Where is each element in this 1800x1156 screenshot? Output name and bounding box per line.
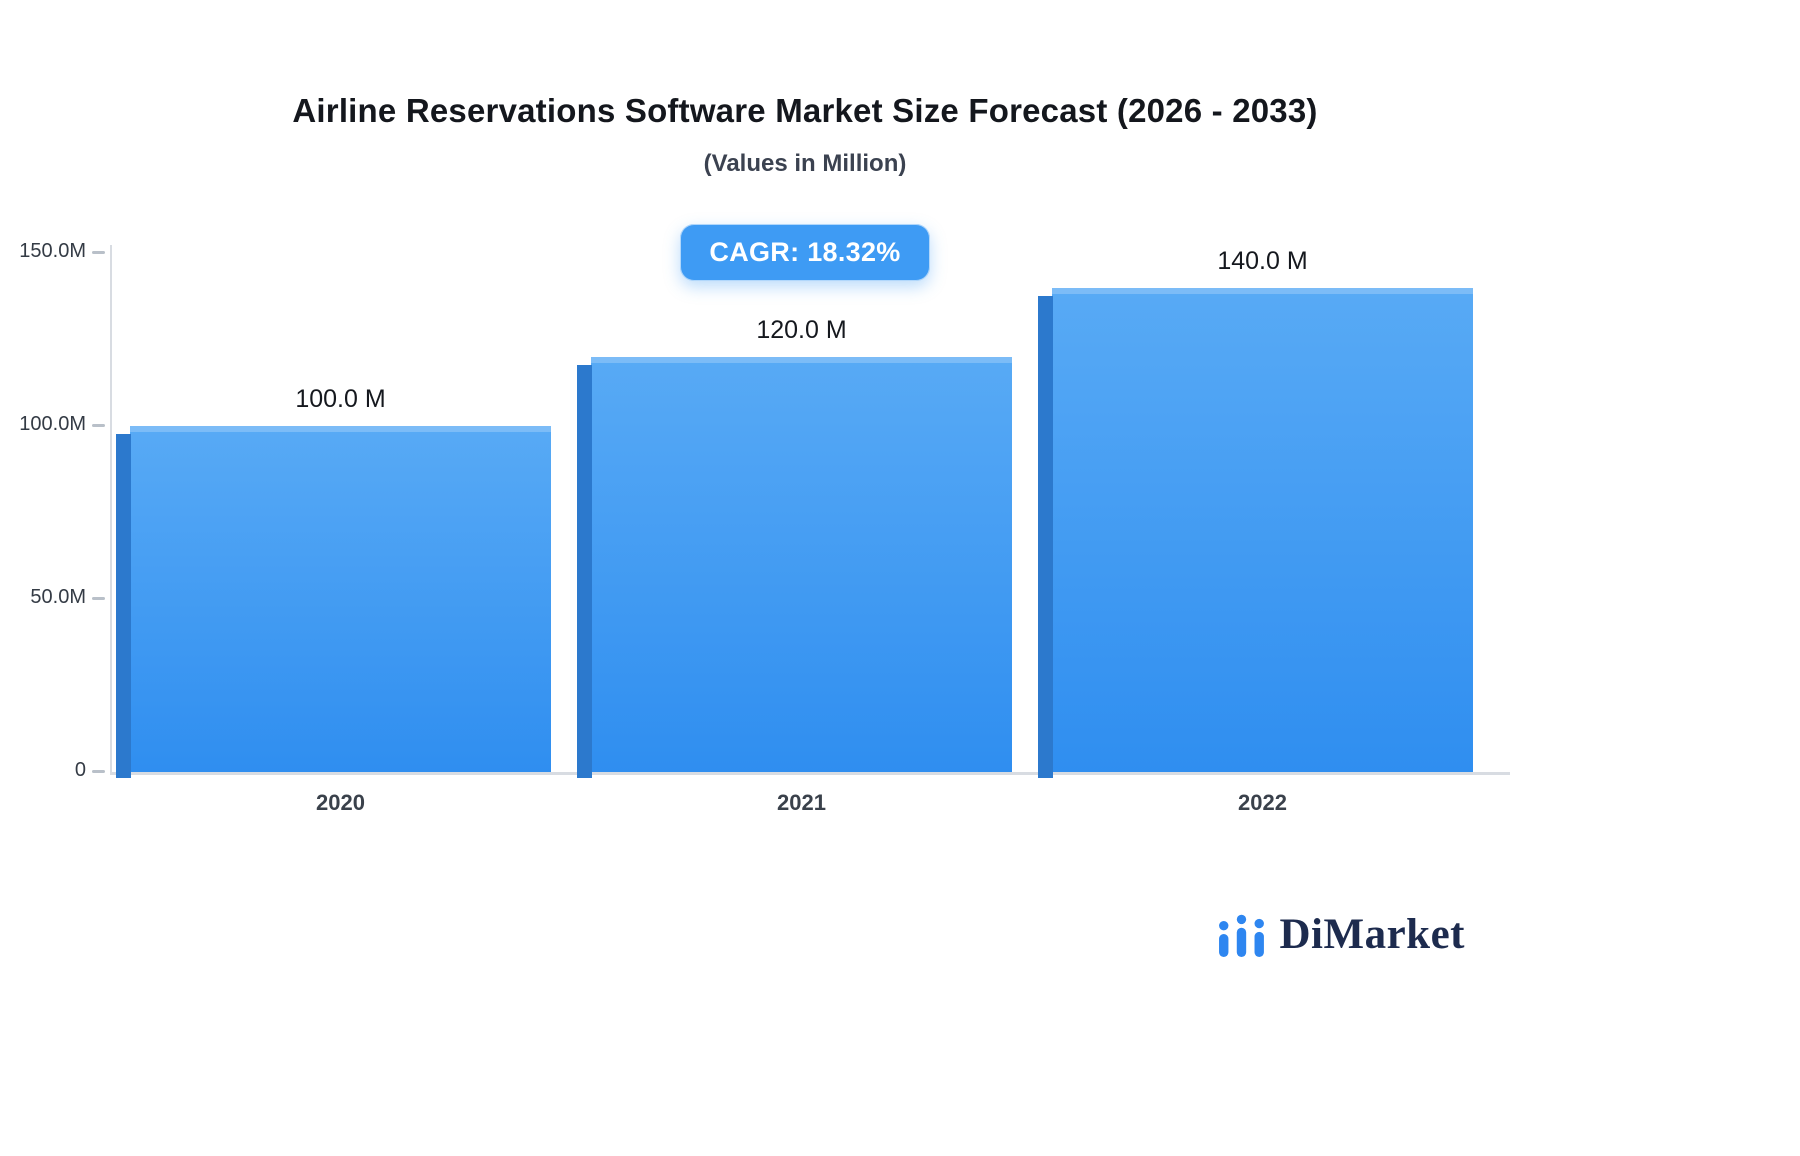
bar-value-label: 140.0 M — [1217, 246, 1308, 275]
x-axis-category-label: 2020 — [316, 790, 365, 815]
y-axis-tick-label: 100.0M — [19, 413, 86, 435]
x-axis-category-label: 2022 — [1238, 790, 1287, 815]
y-axis-tick-label: 150.0M — [19, 240, 86, 262]
y-axis-tick-mark — [92, 770, 105, 773]
y-axis-tick-mark — [92, 597, 105, 600]
x-axis-category-label: 2021 — [777, 790, 826, 815]
y-axis-tick-label: 0 — [74, 759, 86, 781]
brand-logo: DiMarket — [1218, 898, 1466, 970]
y-axis-line — [110, 245, 112, 772]
x-axis-line — [110, 772, 1510, 775]
cagr-badge: CAGR: 18.32% — [680, 224, 930, 281]
chart-subtitle: (Values in Million) — [703, 150, 907, 177]
brand-name: DiMarket — [1279, 910, 1465, 958]
bar-2021: 120.0 M — [577, 316, 1012, 779]
y-axis-tick-mark — [92, 424, 105, 427]
chart-header: Airline Reservations Software Market Siz… — [0, 92, 1610, 178]
bar-2022: 140.0 M — [1038, 247, 1473, 779]
y-axis-tick-mark — [92, 251, 105, 254]
bar-2020: 100.0 M — [116, 385, 551, 778]
bar-chart: 150.0M 100.0M 50.0M 0 100.0 M 2020 120.0 M 2021… — [19, 240, 1510, 815]
bar-chart-logo-icon — [1218, 914, 1264, 957]
chart-title: Airline Reservations Software Market Siz… — [292, 92, 1318, 129]
bar-value-label: 120.0 M — [756, 315, 847, 344]
y-axis-tick-label: 50.0M — [30, 586, 86, 608]
bar-value-label: 100.0 M — [295, 385, 386, 413]
